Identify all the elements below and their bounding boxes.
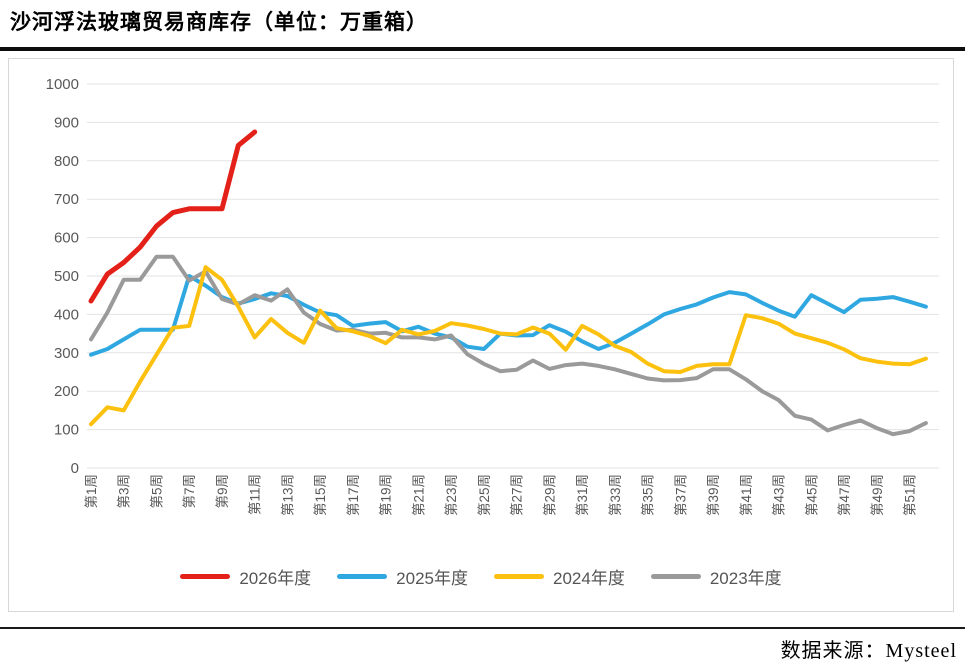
x-tick-label: 第21周 (410, 474, 426, 516)
x-tick-label: 第19周 (378, 474, 394, 516)
x-tick-label: 第33周 (607, 474, 623, 516)
x-tick-label: 第15周 (312, 474, 328, 516)
x-tick-label: 第3周 (116, 474, 132, 509)
page-title: 沙河浮法玻璃贸易商库存（单位：万重箱） (10, 10, 428, 34)
series-line-2024年度 (89, 265, 928, 427)
y-tick-label: 600 (54, 230, 79, 247)
legend-swatch (180, 574, 231, 579)
y-tick-label: 200 (54, 383, 79, 400)
x-tick-label: 第41周 (738, 474, 754, 516)
legend-item-2024年度: 2024年度 (494, 564, 625, 589)
x-tick-label: 第39周 (705, 474, 721, 516)
series-line-2023年度 (89, 254, 928, 437)
legend-label: 2025年度 (396, 569, 468, 588)
x-tick-label: 第7周 (181, 474, 197, 509)
x-tick-label: 第11周 (247, 474, 263, 515)
x-tick-label: 第29周 (541, 474, 557, 516)
y-tick-label: 800 (54, 153, 79, 170)
x-tick-label: 第9周 (214, 474, 230, 509)
x-tick-label: 第31周 (574, 474, 590, 516)
legend-swatch (650, 574, 701, 579)
y-tick-label: 500 (54, 268, 79, 285)
y-tick-label: 100 (54, 422, 79, 439)
y-tick-label: 700 (54, 191, 79, 208)
chart-legend: 2026年度 2025年度 2024年度 2023年度 (9, 564, 953, 589)
x-tick-label: 第17周 (345, 474, 361, 516)
legend-swatch (337, 574, 388, 579)
chart-frame: 0 100 200 300 400 500 600 700 800 900 1000 第1周 第3周 第5… (8, 58, 954, 612)
x-tick-label: 第51周 (902, 474, 918, 516)
legend-label: 2023年度 (709, 569, 782, 588)
x-tick-label: 第27周 (509, 474, 525, 516)
legend-item-2025年度: 2025年度 (337, 564, 468, 589)
data-source: 数据来源：Mysteel (780, 640, 957, 662)
y-tick-label: 300 (54, 345, 79, 362)
x-tick-label: 第25周 (476, 474, 492, 516)
legend-item-2023年度: 2023年度 (650, 564, 782, 589)
x-tick-label: 第49周 (869, 474, 885, 516)
y-tick-label: 400 (54, 306, 79, 323)
legend-item-2026年度: 2026年度 (180, 564, 311, 589)
x-tick-label: 第37周 (672, 474, 688, 516)
x-tick-label: 第47周 (836, 474, 852, 516)
x-tick-label: 第45周 (803, 474, 819, 516)
y-tick-label: 1000 (46, 76, 79, 93)
x-tick-label: 第5周 (148, 474, 164, 509)
x-tick-label: 第35周 (640, 474, 656, 516)
y-tick-label: 900 (54, 114, 79, 131)
x-tick-label: 第1周 (83, 474, 99, 509)
legend-swatch (494, 574, 544, 579)
y-tick-label: 0 (71, 460, 79, 477)
title-divider (0, 47, 965, 51)
legend-label: 2024年度 (553, 569, 625, 588)
series-line-2026年度 (88, 129, 258, 304)
legend-label: 2026年度 (239, 569, 312, 588)
x-tick-label: 第23周 (443, 474, 459, 516)
x-tick-label: 第13周 (279, 474, 295, 516)
x-tick-label: 第43周 (771, 474, 787, 516)
footer-divider (0, 627, 965, 629)
